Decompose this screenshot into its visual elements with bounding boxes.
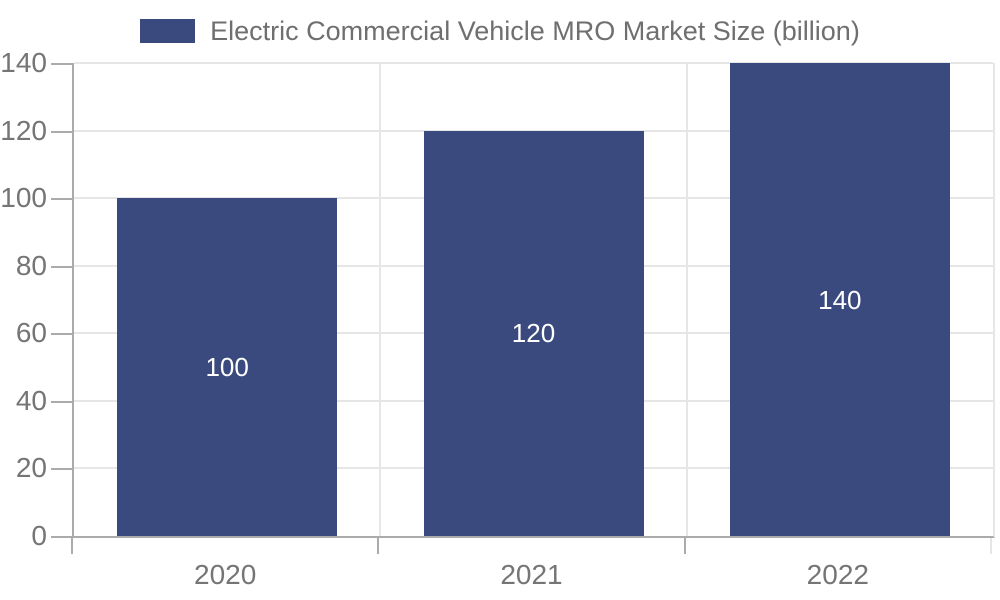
- y-axis-tick: [51, 536, 72, 538]
- plot-area: 100 120 140: [72, 62, 995, 538]
- y-tick-label: 60: [15, 317, 47, 349]
- y-axis-tick: [51, 400, 72, 403]
- legend[interactable]: Electric Commercial Vehicle MRO Market S…: [0, 14, 1000, 48]
- bar-2022: [729, 63, 950, 536]
- y-tick-label: 80: [15, 249, 47, 281]
- y-tick-label: 100: [0, 182, 47, 214]
- y-tick-label: 40: [15, 384, 47, 416]
- bar-value-label: 100: [205, 352, 249, 383]
- bar-value-label: 140: [818, 284, 862, 315]
- y-axis-tick: [51, 63, 72, 65]
- gridline-x-boundary: [379, 63, 382, 536]
- bar-2021: [423, 130, 644, 536]
- gridline-y-120: [74, 129, 993, 132]
- y-axis-tick: [51, 333, 72, 336]
- gridline-y-140: [74, 62, 993, 64]
- x-axis-tick: [71, 538, 73, 554]
- y-tick-label: 20: [15, 452, 47, 484]
- y-tick-label: 120: [0, 114, 47, 146]
- gridline-x-boundary: [685, 63, 688, 536]
- x-category-label: 2020: [194, 559, 257, 590]
- bar-2020: [117, 198, 338, 536]
- y-axis-tick: [51, 265, 72, 268]
- legend-swatch-icon: [140, 19, 196, 43]
- y-axis-tick: [51, 198, 72, 201]
- y-axis-tick: [51, 468, 72, 471]
- bar-value-label: 120: [511, 318, 556, 349]
- x-axis-tick: [683, 538, 686, 554]
- x-category-label: 2022: [806, 559, 869, 590]
- y-axis-tick: [51, 130, 72, 133]
- legend-label: Electric Commercial Vehicle MRO Market S…: [210, 16, 860, 46]
- x-category-label: 2021: [500, 559, 563, 590]
- y-tick-label: 0: [31, 520, 47, 551]
- y-tick-label: 140: [0, 47, 47, 78]
- x-axis-tick: [377, 538, 380, 554]
- x-axis-tick: [990, 538, 992, 554]
